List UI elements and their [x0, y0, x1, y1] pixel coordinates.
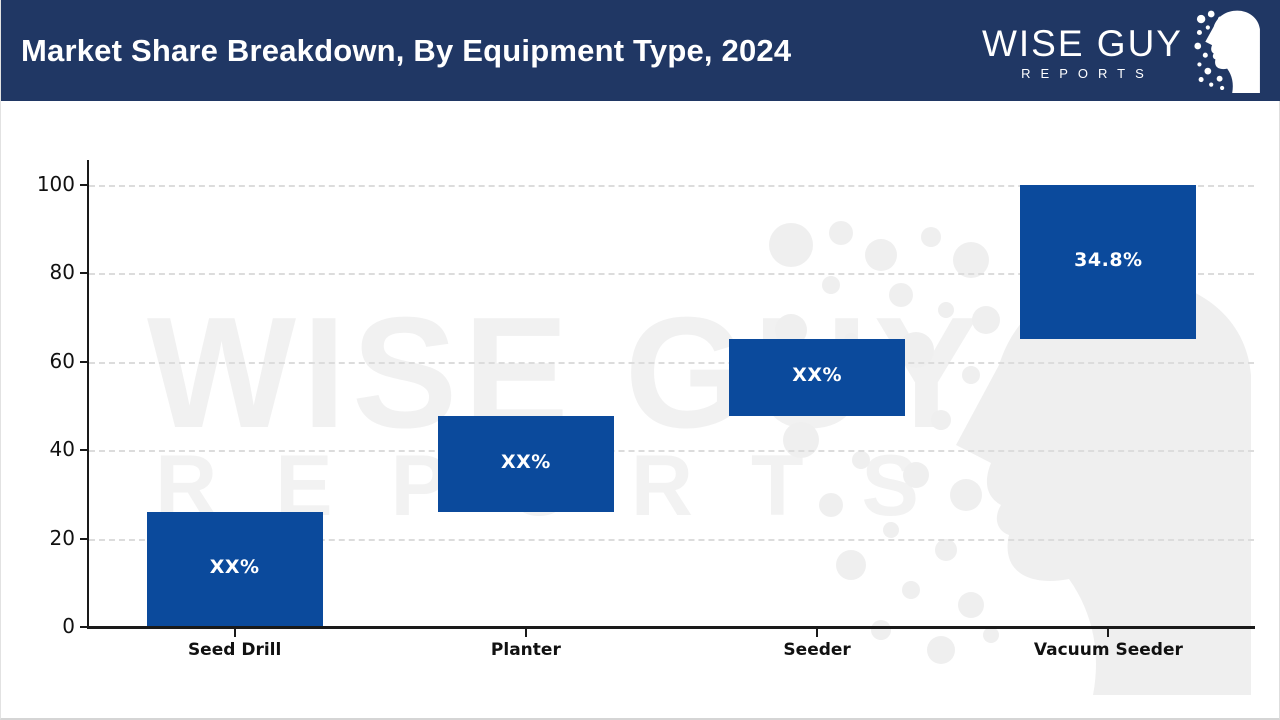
header-bar: Market Share Breakdown, By Equipment Typ… [1, 0, 1280, 101]
x-tick-2 [816, 629, 819, 637]
wise-guy-reports-logo: WISE GUY REPORTS [982, 8, 1267, 94]
x-axis-label-planter: Planter [490, 640, 561, 660]
y-tick-40 [80, 449, 88, 452]
x-axis-label-seed-drill: Seed Drill [187, 640, 282, 660]
y-tick-label-80: 80 [49, 260, 75, 285]
y-tick-label-100: 100 [36, 172, 75, 197]
x-axis-label-vacuum-seeder: Vacuum Seeder [1033, 640, 1183, 660]
x-tick-0 [233, 629, 236, 637]
bar-vacuum-seeder [1020, 185, 1197, 339]
y-axis-line [87, 160, 89, 628]
bar-seed-drill [146, 511, 323, 627]
x-axis-label-seeder: Seeder [783, 640, 851, 660]
y-tick-20 [80, 537, 88, 540]
gridline-20 [89, 538, 1254, 541]
x-tick-1 [524, 629, 527, 637]
gridline-100 [89, 185, 1254, 188]
logo-face-dots-icon [1194, 10, 1260, 93]
bar-value-label: XX% [792, 364, 843, 387]
y-tick-100 [80, 184, 88, 187]
y-tick-80 [80, 272, 88, 275]
y-tick-label-40: 40 [49, 437, 75, 462]
bar-seeder [729, 338, 906, 416]
x-axis-line [87, 626, 1255, 629]
bar-value-label: XX% [500, 450, 551, 473]
logo-subtitle: REPORTS [1021, 66, 1154, 82]
bar-value-label: XX% [209, 556, 260, 579]
x-tick-3 [1107, 629, 1110, 637]
gridline-80 [89, 273, 1254, 276]
y-tick-label-60: 60 [49, 348, 75, 373]
y-tick-0 [80, 626, 88, 628]
bar-planter [437, 415, 614, 512]
chart-title: Market Share Breakdown, By Equipment Typ… [21, 32, 792, 68]
watermark-face-dots [769, 221, 1251, 695]
plot-area [89, 163, 1254, 627]
logo-wordmark: WISE GUY [981, 22, 1183, 64]
y-tick-label-0: 0 [62, 614, 75, 638]
y-tick-label-20: 20 [49, 525, 75, 550]
bar-value-label: 34.8% [1074, 248, 1143, 271]
gridline-40 [89, 450, 1254, 453]
y-tick-60 [80, 360, 88, 363]
gridline-60 [89, 361, 1254, 364]
logo-text: WISE GUY REPORTS [981, 22, 1183, 82]
